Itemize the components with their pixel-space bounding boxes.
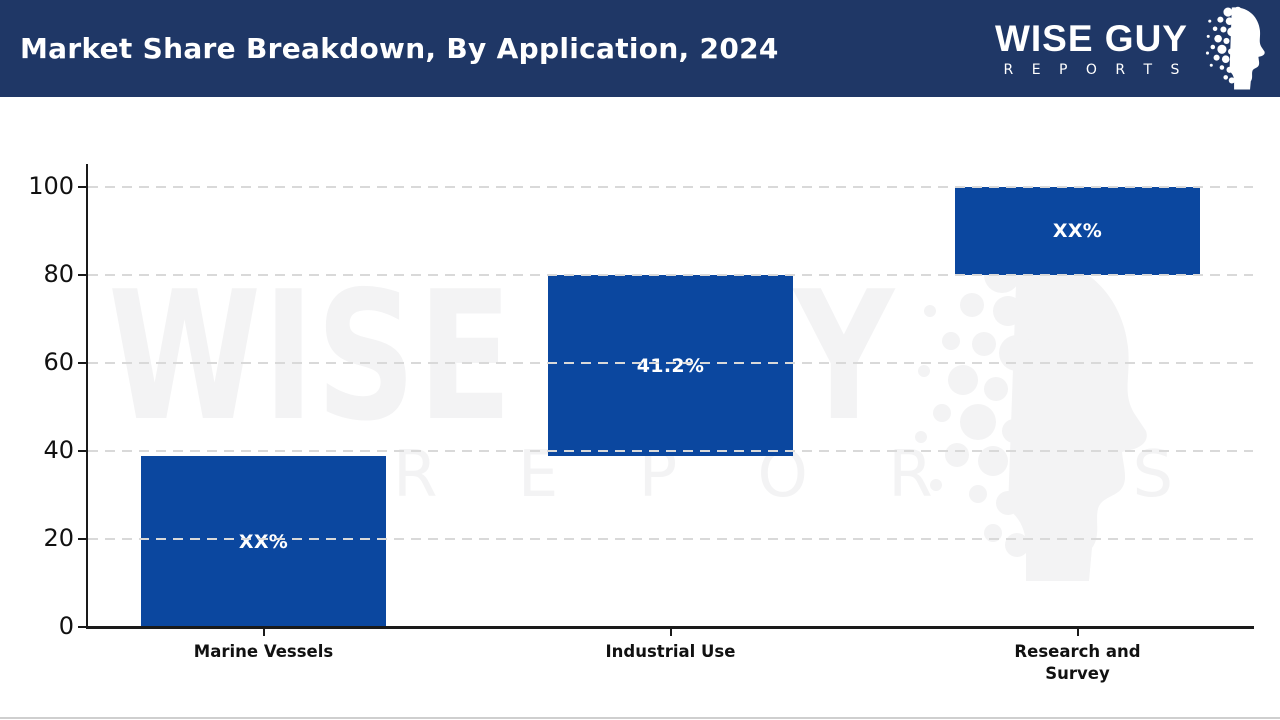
y-tick-80 (78, 274, 87, 276)
gridline-80 (88, 274, 1253, 276)
bar-value-label: 41.2% (636, 354, 705, 377)
watermark-face-icon (852, 245, 1152, 585)
bottom-divider (0, 717, 1280, 719)
bar-research-and-survey: XX% (955, 187, 1200, 275)
brand-logo-text: WISE GUY R E P O R T S (995, 20, 1188, 78)
bar-value-label: XX% (1052, 220, 1103, 242)
x-tick-2 (669, 629, 672, 636)
y-tick-label-80: 80 (43, 260, 74, 288)
x-axis-line (86, 626, 1254, 629)
y-axis-line (86, 164, 88, 627)
brand-logo: WISE GUY R E P O R T S (995, 4, 1266, 94)
header-bar: Market Share Breakdown, By Application, … (0, 0, 1280, 97)
x-label-marine-vessels: Marine Vessels (193, 642, 334, 661)
y-tick-20 (78, 538, 87, 540)
y-tick-label-40: 40 (43, 436, 74, 464)
y-tick-label-60: 60 (43, 348, 74, 376)
brand-name: WISE GUY (994, 17, 1188, 59)
y-tick-label-100: 100 (28, 172, 74, 200)
waterfall-chart: 0 20 40 60 80 100 XX% 41.2% XX% Marine Vessels Ind… (0, 97, 1280, 717)
y-tick-60 (78, 362, 87, 364)
gridline-20 (88, 538, 1253, 540)
y-tick-40 (78, 450, 87, 452)
x-label-research-and-survey: Research and Survey (1014, 642, 1141, 684)
x-tick-3 (1076, 629, 1079, 636)
brand-subtitle: R E P O R T S (1003, 61, 1187, 78)
gridline-100 (88, 186, 1253, 188)
x-label-industrial-use: Industrial Use (605, 642, 736, 661)
bar-value-label: XX% (238, 530, 289, 553)
y-tick-0 (78, 626, 87, 628)
gridline-40 (88, 450, 1253, 452)
bar-industrial-use: 41.2% (548, 275, 793, 457)
gridline-60 (88, 362, 1253, 364)
bar-marine-vessels: XX% (141, 456, 386, 627)
brand-face-icon (1190, 4, 1266, 94)
y-tick-100 (78, 186, 87, 188)
x-tick-1 (262, 629, 265, 636)
page-title: Market Share Breakdown, By Application, … (20, 32, 779, 65)
y-tick-label-0: 0 (58, 612, 74, 640)
y-tick-label-20: 20 (43, 524, 74, 552)
